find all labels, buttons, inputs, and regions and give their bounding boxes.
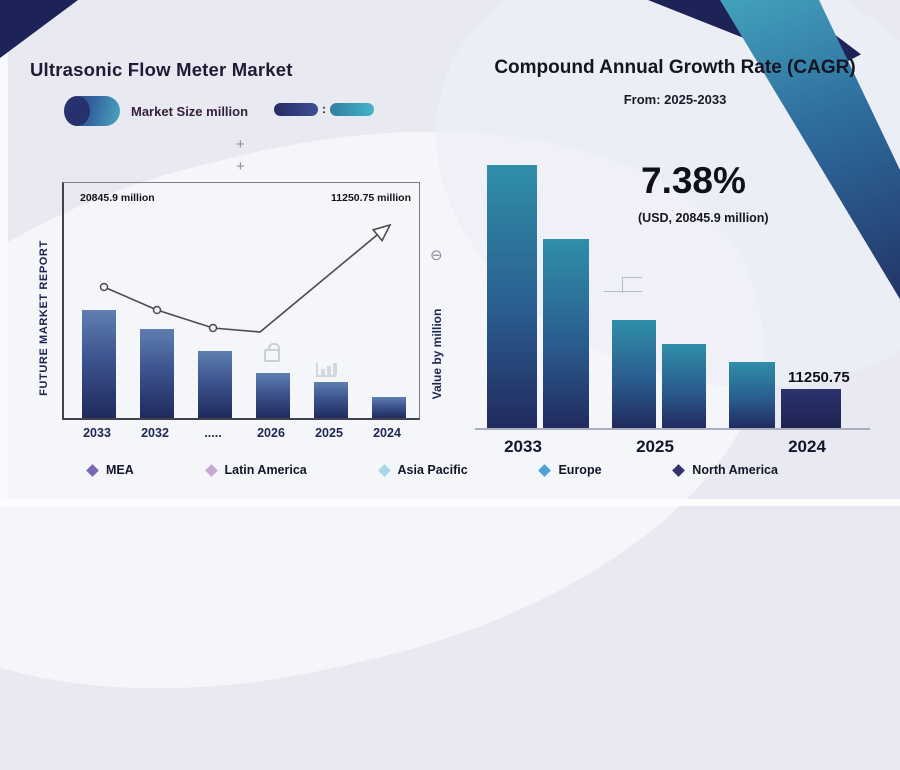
market-size-label: Market Size million	[131, 103, 249, 119]
cagr-detail: (USD, 20845.9 million)	[638, 211, 769, 225]
diamond-icon	[538, 463, 552, 477]
legend-item-mea: MEA	[86, 463, 134, 477]
bar-series	[64, 183, 419, 418]
x-axis-labels: 2033 2032..... 2026 2025 2024	[62, 426, 420, 440]
end-value-label: 11250.75	[788, 369, 850, 386]
bar-2025	[314, 381, 348, 418]
legend-label: MEA	[106, 463, 134, 477]
bar-.....	[198, 351, 232, 418]
bar-2033-primary	[487, 165, 537, 428]
bar-2033-secondary	[543, 239, 589, 428]
annotation-left: 20845.9 million	[80, 192, 155, 204]
teal-pill-icon	[330, 102, 374, 116]
cagr-value: 7.38%	[641, 160, 746, 201]
bar-2032	[140, 328, 174, 418]
bar-2024-secondary	[781, 389, 841, 428]
bar-2025-secondary	[662, 344, 706, 428]
bar-2025-primary	[612, 320, 656, 428]
y-axis-label: Value by million	[430, 308, 444, 400]
navy-pill-icon	[274, 102, 318, 116]
cagr-subtitle: From: 2025-2033	[623, 92, 727, 107]
mini-chart-icon	[316, 363, 337, 377]
x-label-2026: 2026	[257, 426, 285, 440]
diamond-icon	[204, 463, 218, 477]
bar-2024-primary	[729, 362, 775, 428]
x-label-2025: 2025	[315, 426, 343, 440]
bar-2026	[256, 373, 290, 418]
ratio-icon: :	[274, 102, 374, 116]
bar-2024	[372, 396, 406, 418]
legend-label: Asia Pacific	[397, 463, 468, 477]
circle-minus-icon: ⊖	[430, 247, 443, 264]
legend-item-latin-america: Latin America	[204, 463, 307, 477]
cagr-plot-area	[475, 165, 870, 430]
legend-item-europe: Europe	[538, 463, 602, 477]
cylinder-icon	[64, 96, 120, 126]
x-label-2033: 2033	[83, 426, 111, 440]
diamond-icon	[672, 463, 686, 477]
x-label-2032: 2032	[141, 426, 169, 440]
legend-item-north-america: North America	[672, 463, 778, 477]
watermark-vertical-text: FUTURE MARKET REPORT	[38, 240, 50, 396]
page-title: Ultrasonic Flow Meter Market	[30, 59, 293, 80]
x-label-.....: .....	[204, 426, 222, 440]
legend-item-asia-pacific: Asia Pacific	[377, 463, 468, 477]
diamond-icon	[86, 463, 99, 477]
x-label-2024: 2024	[788, 437, 826, 456]
diamond-icon	[377, 463, 391, 477]
legend-label: North America	[692, 463, 778, 477]
annotation-right: 11250.75 million	[331, 192, 411, 204]
cagr-x-axis-labels: 2033 2025 2024	[475, 437, 870, 461]
step-line-icon	[604, 277, 642, 293]
left-edge-strip	[0, 0, 8, 506]
cagr-title: Compound Annual Growth Rate (CAGR)	[494, 57, 856, 78]
bottom-edge-strip	[0, 499, 900, 506]
region-legend: MEA Latin America Asia Pacific Europe North …	[86, 463, 778, 477]
bag-icon	[264, 343, 280, 362]
x-label-2024: 2024	[373, 426, 401, 440]
legend-label: Europe	[558, 463, 602, 477]
market-size-legend: Market Size million	[64, 96, 249, 126]
market-size-plot-area: 20845.9 million 11250.75 million	[62, 182, 420, 420]
x-label-2025: 2025	[636, 437, 674, 456]
bar-2033	[82, 309, 116, 418]
x-label-2033: 2033	[504, 437, 542, 456]
plus-icon: +	[236, 136, 245, 153]
plus-icon: +	[236, 158, 245, 175]
ratio-separator: :	[322, 102, 326, 116]
legend-label: Latin America	[224, 463, 307, 477]
corner-triangle	[0, 0, 78, 58]
